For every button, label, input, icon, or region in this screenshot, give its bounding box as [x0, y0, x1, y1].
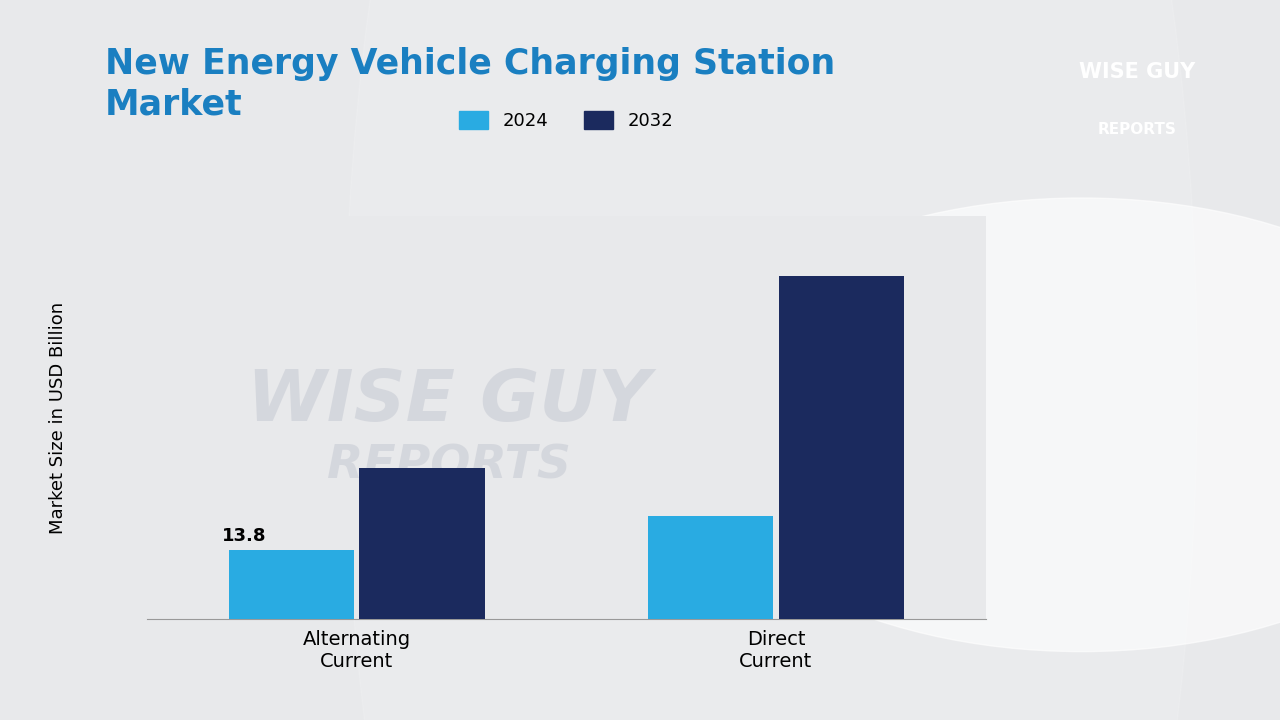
Text: REPORTS: REPORTS — [1097, 122, 1176, 137]
Bar — [778, 276, 904, 619]
Legend: 2024, 2032: 2024, 2032 — [452, 104, 681, 138]
Text: WISE GUY: WISE GUY — [1079, 62, 1196, 82]
Text: Market Size in USD Billion: Market Size in USD Billion — [49, 302, 67, 534]
Text: WISE GUY: WISE GUY — [247, 367, 650, 436]
Text: 13.8: 13.8 — [223, 527, 266, 545]
Bar — [360, 468, 485, 619]
Text: New Energy Vehicle Charging Station
Market: New Energy Vehicle Charging Station Mark… — [105, 47, 836, 122]
Circle shape — [678, 198, 1280, 652]
Bar — [648, 516, 773, 619]
Text: REPORTS: REPORTS — [328, 444, 571, 488]
Bar — [229, 549, 355, 619]
Circle shape — [344, 0, 1198, 720]
